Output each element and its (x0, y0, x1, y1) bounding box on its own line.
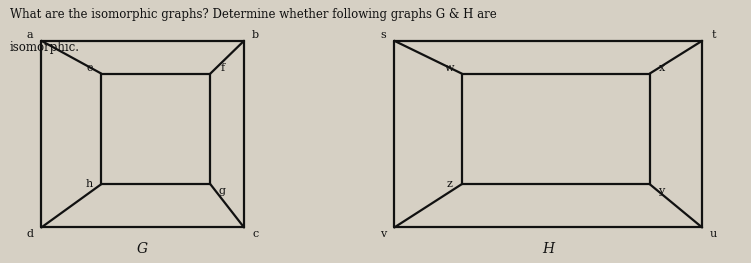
Text: What are the isomorphic graphs? Determine whether following graphs G & H are: What are the isomorphic graphs? Determin… (10, 8, 496, 21)
Text: e: e (86, 63, 92, 73)
Text: H: H (542, 241, 554, 256)
Text: isomorphic.: isomorphic. (10, 41, 80, 54)
Text: x: x (659, 63, 665, 73)
Text: w: w (445, 63, 454, 73)
Text: a: a (27, 30, 33, 40)
Text: u: u (710, 229, 717, 239)
Text: h: h (86, 179, 93, 189)
Text: t: t (711, 30, 716, 40)
Text: v: v (380, 229, 386, 239)
Text: b: b (252, 30, 259, 40)
Text: d: d (26, 229, 34, 239)
Text: z: z (447, 179, 453, 189)
Text: y: y (659, 186, 665, 196)
Text: c: c (252, 229, 258, 239)
Text: f: f (220, 63, 225, 73)
Text: s: s (380, 30, 386, 40)
Text: g: g (219, 186, 226, 196)
Text: G: G (137, 241, 148, 256)
